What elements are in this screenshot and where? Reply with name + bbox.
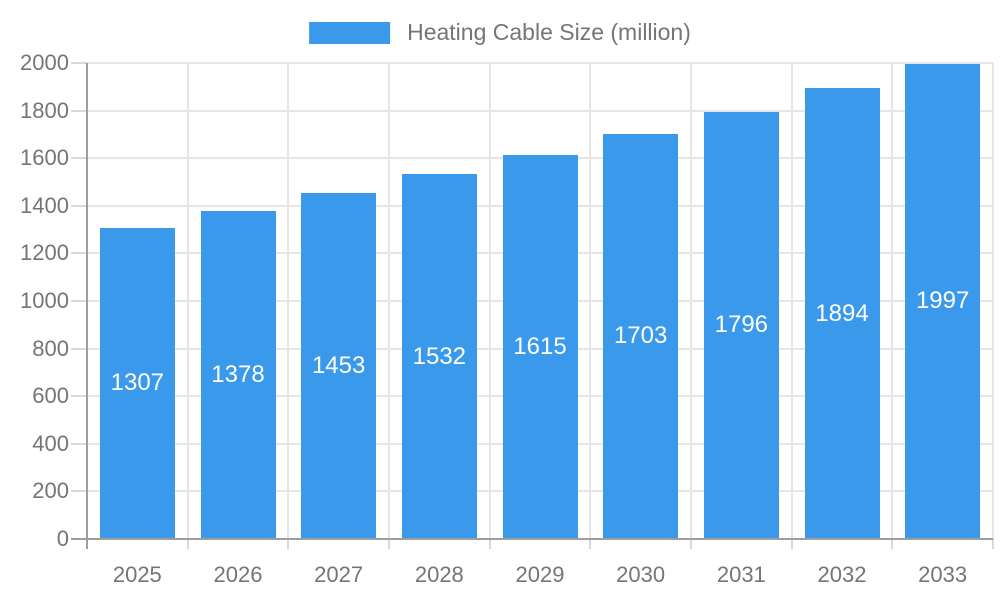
bar-2032: 1894	[804, 88, 880, 539]
y-tick-label: 1200	[20, 240, 69, 266]
bar-value-label: 1453	[311, 352, 366, 380]
y-tick-label: 400	[32, 430, 69, 456]
y-axis-tick	[71, 347, 87, 350]
chart-legend[interactable]: Heating Cable Size (million)	[309, 19, 691, 46]
y-axis-tick	[71, 62, 87, 64]
x-axis-tick	[790, 539, 793, 549]
x-axis-tick	[589, 539, 592, 549]
y-axis-tick	[71, 300, 87, 302]
x-axis-tick	[388, 539, 390, 549]
x-tick-label: 2028	[414, 562, 464, 587]
bar-2027: 1453	[301, 193, 377, 539]
bar-2025: 1307	[99, 227, 175, 539]
x-tick-label: 2025	[112, 562, 162, 587]
gridline-x	[790, 63, 793, 539]
x-tick-label: 2031	[716, 562, 766, 587]
bar-2026: 1378	[200, 211, 276, 539]
x-tick-label: 2029	[515, 562, 565, 587]
y-tick-label: 1800	[20, 97, 69, 123]
bar-value-label: 1532	[412, 342, 467, 370]
gridline-x	[589, 63, 592, 539]
y-tick-label: 1600	[20, 145, 69, 171]
x-tick-label: 2030	[616, 562, 666, 587]
bar-2030: 1703	[603, 133, 679, 539]
bar-value-label: 1796	[714, 311, 769, 339]
bar-value-label: 1894	[815, 299, 869, 327]
gridline-x	[992, 63, 994, 539]
bar-value-label: 1615	[513, 332, 567, 360]
bar-value-label: 1703	[613, 322, 668, 350]
gridline-x	[186, 63, 189, 539]
y-tick-label: 1400	[20, 192, 69, 218]
x-axis-tick	[690, 539, 692, 549]
x-axis-tick	[891, 539, 894, 549]
gridline-x	[488, 63, 491, 539]
y-axis-tick	[71, 490, 87, 493]
y-tick-label: 800	[32, 335, 69, 361]
y-axis-tick	[71, 109, 87, 112]
x-tick-label: 2032	[817, 562, 867, 587]
bar-2029: 1615	[502, 154, 578, 539]
y-tick-label: 200	[32, 478, 69, 504]
gridline-x	[287, 63, 290, 539]
x-tick-label: 2033	[918, 562, 968, 587]
y-axis-tick	[71, 157, 87, 160]
bar-value-label: 1997	[915, 287, 970, 315]
y-axis-tick	[71, 204, 87, 207]
x-axis-tick	[488, 539, 491, 549]
y-tick-label: 600	[32, 383, 69, 409]
bar-2031: 1796	[703, 111, 779, 539]
bar-2033: 1997	[905, 63, 981, 539]
gridline-x	[388, 63, 390, 539]
gridline-x	[891, 63, 894, 539]
x-axis-tick	[186, 539, 189, 549]
x-tick-label: 2027	[314, 562, 364, 587]
y-axis-tick	[71, 442, 87, 445]
bar-value-label: 1378	[211, 361, 265, 388]
y-tick-label: 0	[56, 526, 69, 551]
legend-swatch	[309, 21, 391, 44]
legend-label: Heating Cable Size (million)	[407, 19, 691, 45]
x-tick-label: 2026	[213, 562, 263, 587]
bar-value-label: 1307	[110, 369, 165, 397]
gridline-y	[87, 62, 993, 64]
x-axis-tick	[287, 539, 290, 549]
y-tick-label: 2000	[20, 50, 69, 75]
x-axis-line	[71, 538, 993, 540]
x-axis-tick	[992, 539, 994, 549]
gridline-y	[87, 109, 993, 112]
y-axis-line	[86, 63, 88, 549]
y-tick-label: 1000	[20, 288, 69, 313]
y-axis-tick	[71, 395, 87, 398]
bar-2028: 1532	[401, 174, 477, 539]
gridline-x	[690, 63, 692, 539]
y-axis-tick	[71, 252, 87, 255]
